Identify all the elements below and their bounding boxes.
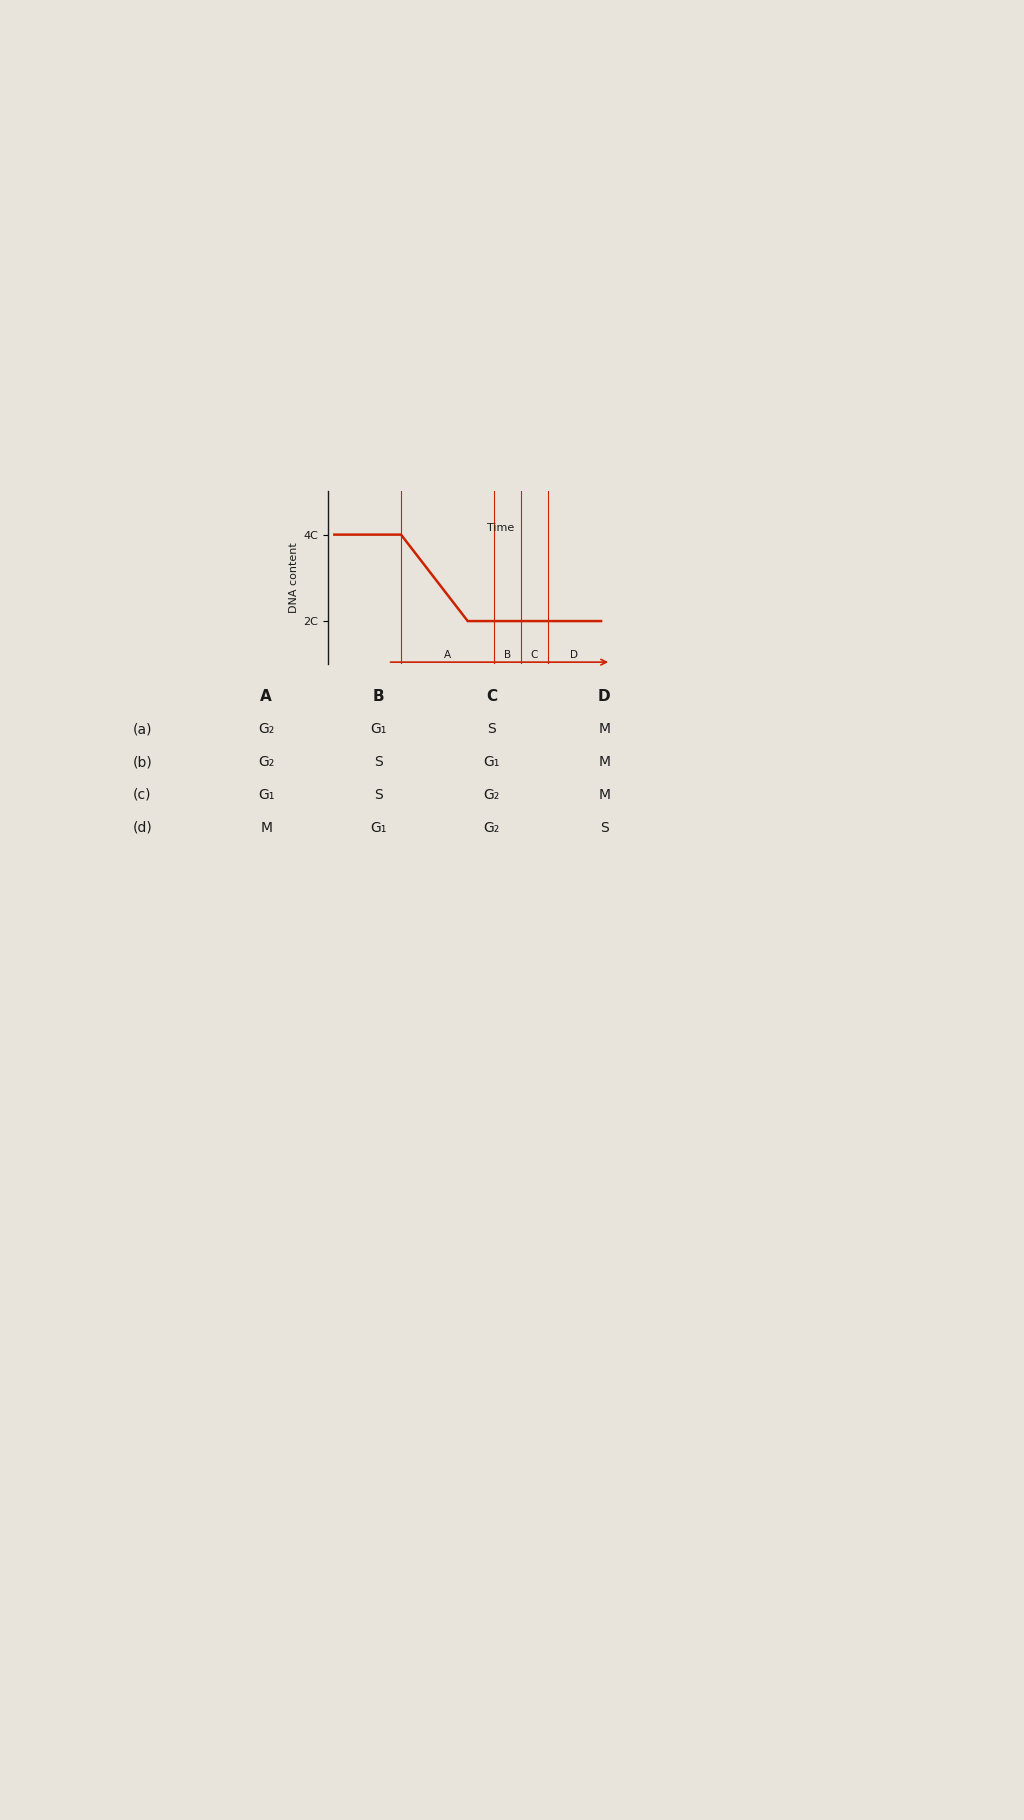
Text: M: M <box>598 755 610 770</box>
Text: (b): (b) <box>133 755 153 770</box>
Text: M: M <box>598 788 610 803</box>
Text: M: M <box>598 723 610 737</box>
Text: B: B <box>504 650 511 661</box>
Text: S: S <box>487 723 496 737</box>
Text: A: A <box>444 650 452 661</box>
Text: (c): (c) <box>133 788 152 803</box>
Text: Time: Time <box>487 522 515 533</box>
Text: A: A <box>260 688 272 704</box>
Text: G₁: G₁ <box>371 821 387 835</box>
Text: S: S <box>375 755 383 770</box>
Text: B: B <box>373 688 385 704</box>
Text: G₁: G₁ <box>258 788 274 803</box>
Y-axis label: DNA content: DNA content <box>289 542 299 613</box>
Text: G₂: G₂ <box>258 723 274 737</box>
Text: S: S <box>375 788 383 803</box>
Text: D: D <box>598 688 610 704</box>
Text: D: D <box>570 650 579 661</box>
Text: C: C <box>486 688 497 704</box>
Text: G₁: G₁ <box>371 723 387 737</box>
Text: G₁: G₁ <box>483 755 500 770</box>
Text: G₂: G₂ <box>483 788 500 803</box>
Text: G₂: G₂ <box>258 755 274 770</box>
Text: C: C <box>530 650 538 661</box>
Text: S: S <box>600 821 608 835</box>
Text: (d): (d) <box>133 821 153 835</box>
Text: (a): (a) <box>133 723 153 737</box>
Text: G₂: G₂ <box>483 821 500 835</box>
Text: M: M <box>260 821 272 835</box>
